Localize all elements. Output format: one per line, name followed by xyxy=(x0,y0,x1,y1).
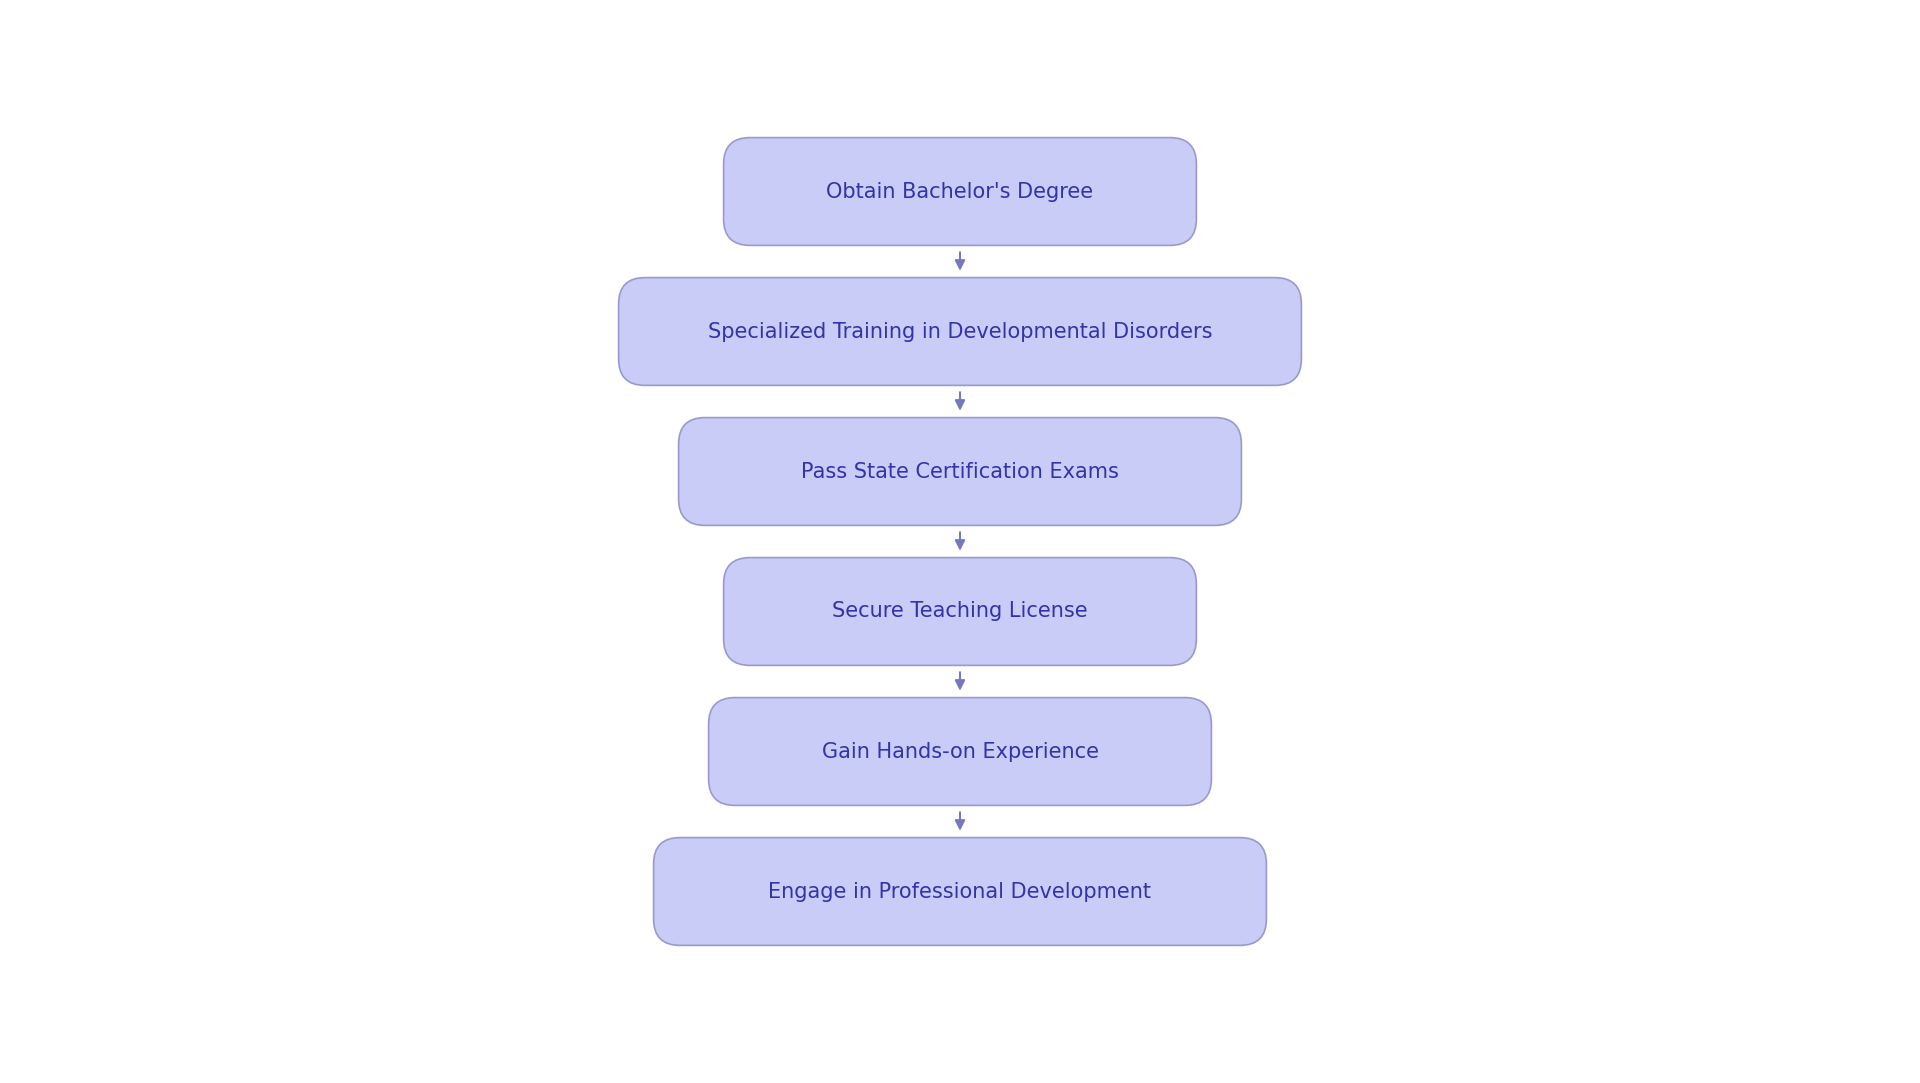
FancyBboxPatch shape xyxy=(678,418,1242,525)
Text: Obtain Bachelor's Degree: Obtain Bachelor's Degree xyxy=(826,182,1094,201)
FancyBboxPatch shape xyxy=(708,697,1212,806)
FancyBboxPatch shape xyxy=(724,558,1196,665)
Text: Gain Hands-on Experience: Gain Hands-on Experience xyxy=(822,742,1098,761)
Text: Engage in Professional Development: Engage in Professional Development xyxy=(768,882,1152,901)
Text: Pass State Certification Exams: Pass State Certification Exams xyxy=(801,461,1119,482)
Text: Secure Teaching License: Secure Teaching License xyxy=(831,601,1089,622)
Text: Specialized Training in Developmental Disorders: Specialized Training in Developmental Di… xyxy=(708,322,1212,341)
FancyBboxPatch shape xyxy=(724,138,1196,246)
FancyBboxPatch shape xyxy=(618,277,1302,386)
FancyBboxPatch shape xyxy=(653,837,1267,945)
